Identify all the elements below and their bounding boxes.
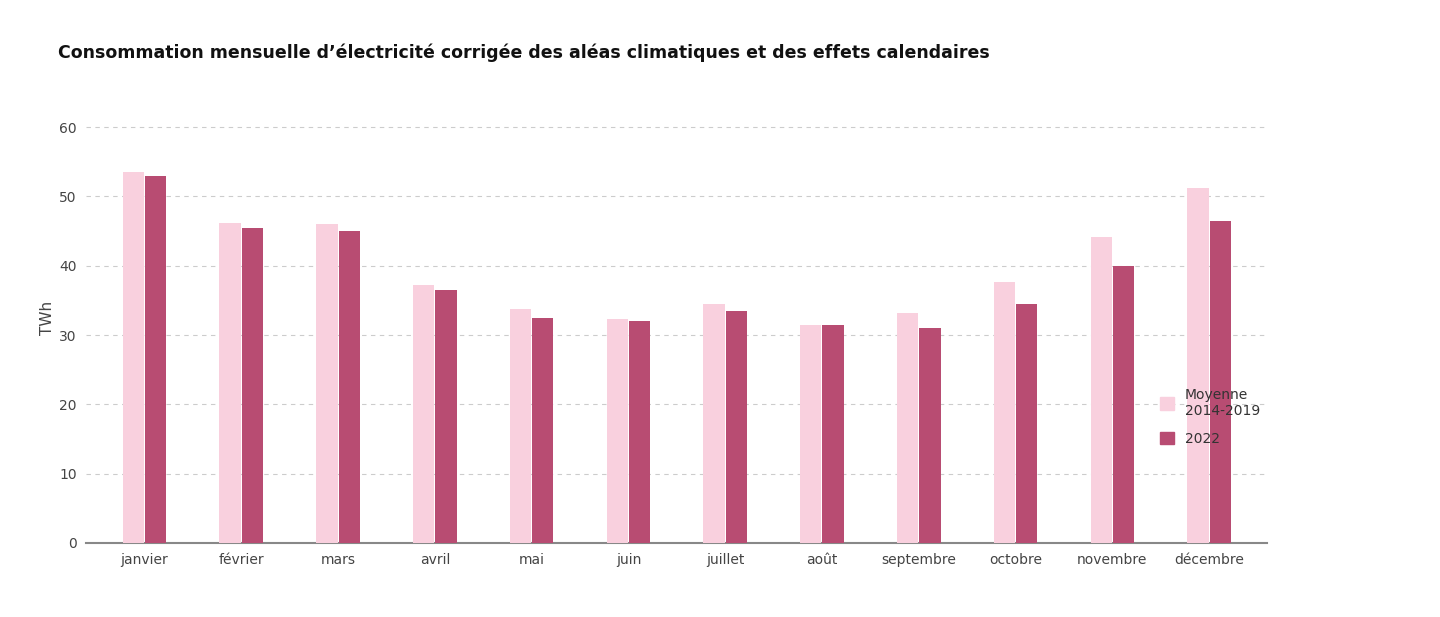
- Y-axis label: TWh: TWh: [40, 300, 56, 335]
- Bar: [338, 231, 360, 543]
- Bar: [801, 325, 821, 543]
- Bar: [510, 308, 531, 543]
- Bar: [122, 172, 144, 543]
- Bar: [994, 282, 1015, 543]
- Bar: [919, 328, 940, 543]
- Bar: [242, 228, 264, 543]
- Bar: [606, 319, 628, 543]
- Bar: [1090, 237, 1112, 543]
- Bar: [1210, 221, 1231, 543]
- Bar: [1188, 188, 1208, 543]
- Bar: [317, 224, 337, 543]
- Bar: [413, 285, 435, 543]
- Bar: [435, 290, 456, 543]
- Bar: [703, 304, 724, 543]
- Bar: [1113, 266, 1135, 543]
- Bar: [629, 321, 651, 543]
- Bar: [145, 176, 166, 543]
- Bar: [533, 318, 553, 543]
- Text: Consommation mensuelle d’électricité corrigée des aléas climatiques et des effet: Consommation mensuelle d’électricité cor…: [58, 43, 989, 62]
- Bar: [219, 223, 240, 543]
- Bar: [822, 325, 844, 543]
- Bar: [1017, 304, 1037, 543]
- Bar: [897, 313, 919, 543]
- Legend: Moyenne
2014-2019, 2022: Moyenne 2014-2019, 2022: [1161, 388, 1260, 446]
- Bar: [726, 311, 747, 543]
